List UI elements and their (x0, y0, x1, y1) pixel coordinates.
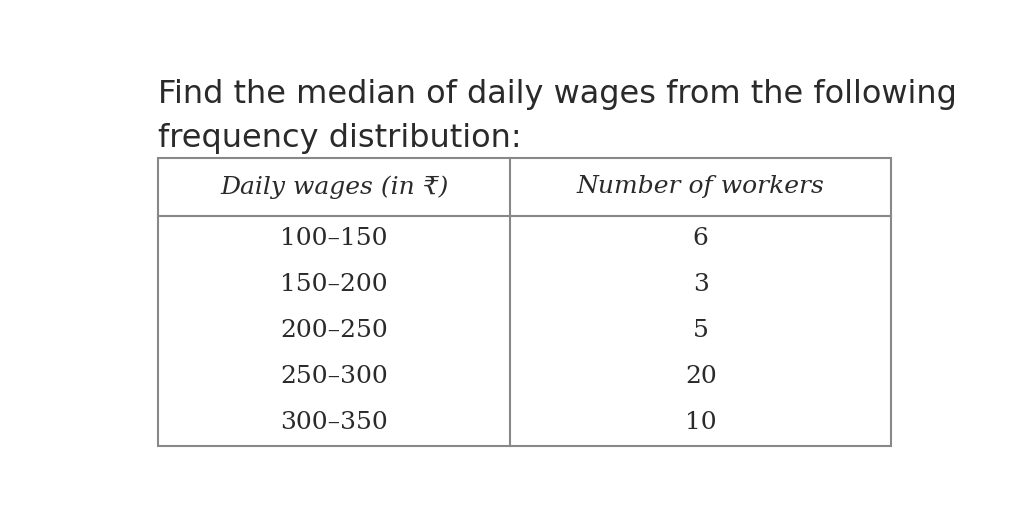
Text: 100–150: 100–150 (281, 227, 388, 250)
Text: 5: 5 (693, 319, 709, 342)
Text: 3: 3 (693, 273, 709, 296)
Text: 6: 6 (693, 227, 709, 250)
Text: 250–300: 250–300 (281, 365, 388, 388)
Text: Number of workers: Number of workers (577, 175, 824, 198)
Text: 200–250: 200–250 (281, 319, 388, 342)
Text: 20: 20 (685, 365, 717, 388)
Text: Daily wages (in ₹): Daily wages (in ₹) (220, 175, 449, 199)
Text: frequency distribution:: frequency distribution: (158, 122, 522, 154)
Text: Find the median of daily wages from the following: Find the median of daily wages from the … (158, 79, 957, 110)
Text: 300–350: 300–350 (281, 411, 388, 434)
Bar (158, 158, 892, 446)
Text: 150–200: 150–200 (281, 273, 388, 296)
Text: 10: 10 (685, 411, 717, 434)
